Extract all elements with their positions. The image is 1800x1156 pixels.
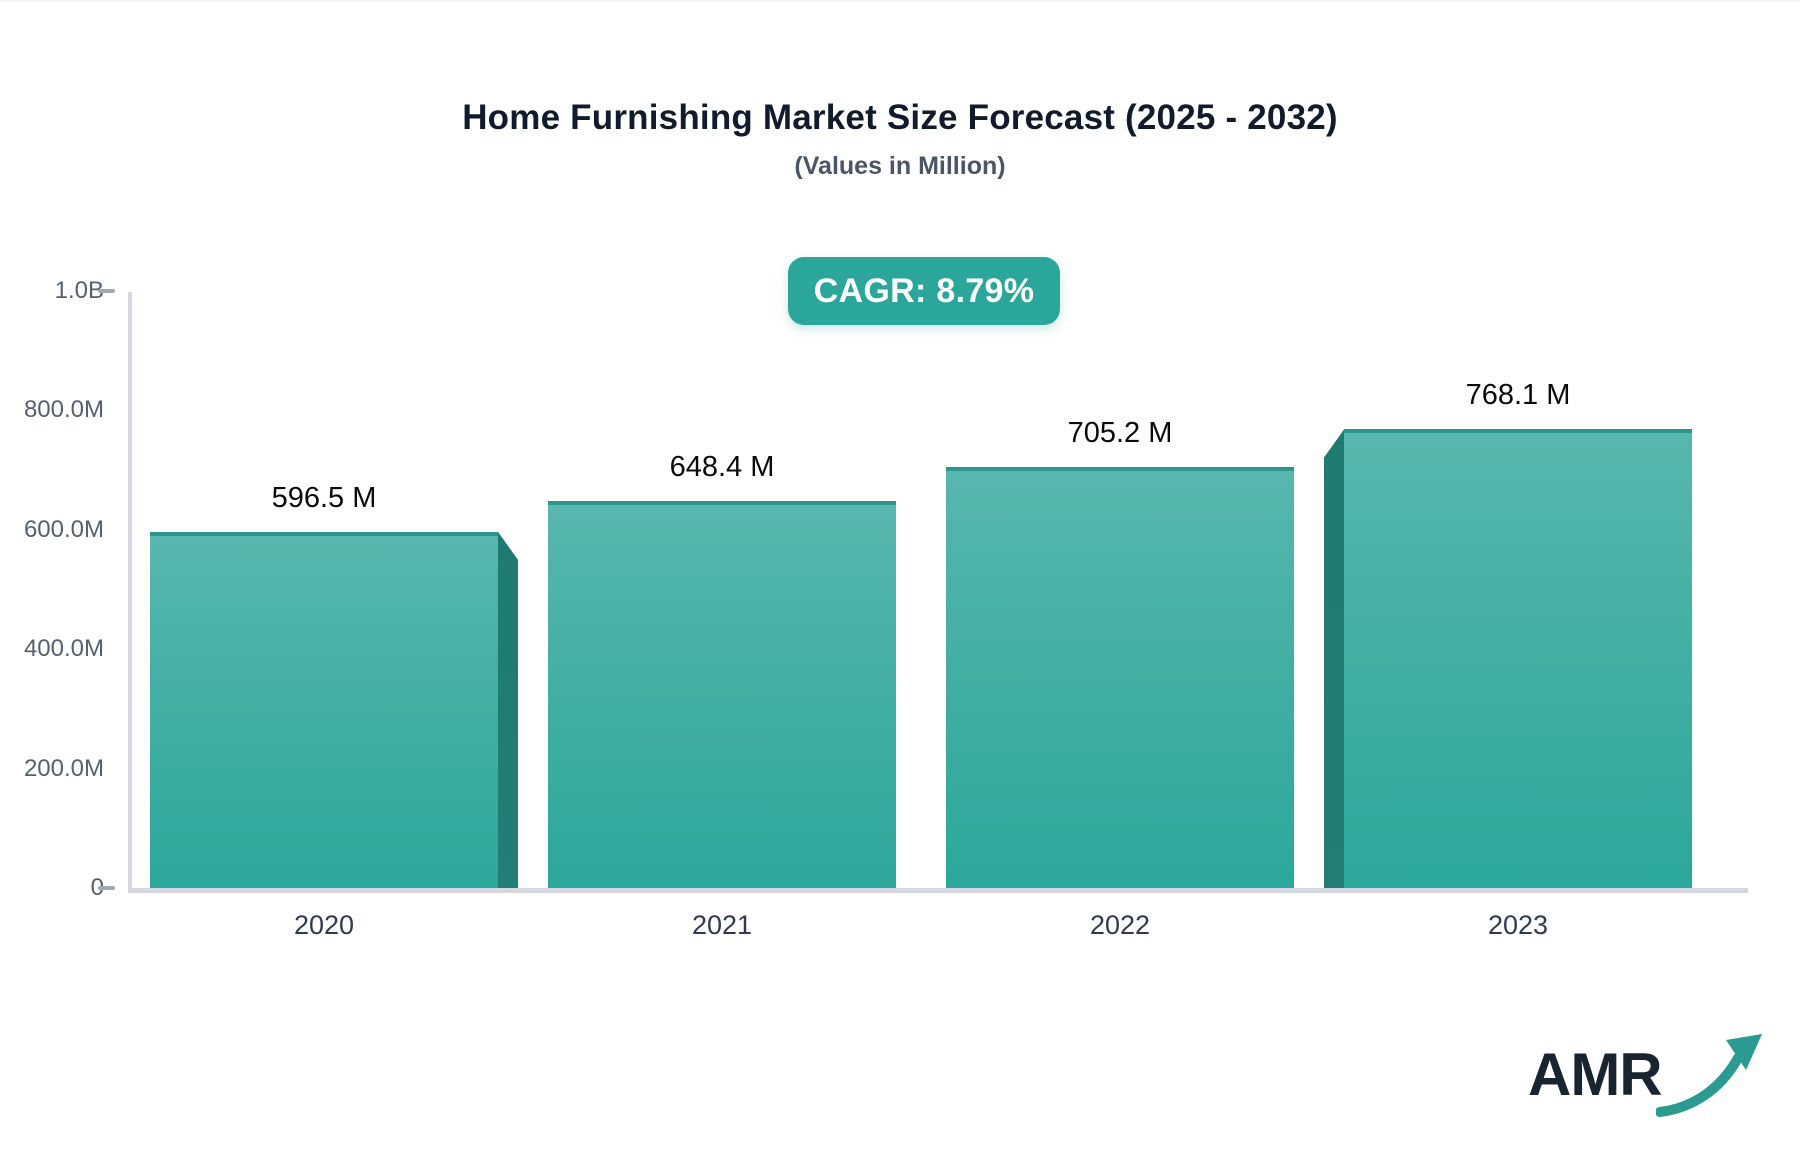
y-axis-line <box>128 292 132 888</box>
cagr-badge-label: CAGR: 8.79% <box>813 271 1035 310</box>
y-tick-label: 0 <box>90 874 104 901</box>
chart-title: Home Furnishing Market Size Forecast (20… <box>462 98 1338 137</box>
y-tick-label: 400.0M <box>23 635 104 663</box>
x-tick-label: 2020 <box>293 910 355 940</box>
bar-3d-side-2023 <box>1324 429 1344 888</box>
y-tick-dash <box>98 886 115 890</box>
x-tick-label: 2021 <box>691 910 753 940</box>
cagr-badge: CAGR: 8.79% <box>788 257 1060 325</box>
x-tick-label: 2023 <box>1487 910 1549 940</box>
x-tick-label: 2022 <box>1089 910 1151 940</box>
bar-2020 <box>150 531 498 888</box>
bar-value-label: 768.1 M <box>1465 379 1571 412</box>
y-tick-dash <box>98 289 115 293</box>
chart-subtitle: (Values in Million) <box>794 152 1006 180</box>
bar-value-label: 705.2 M <box>1067 416 1173 449</box>
growth-arrow-icon <box>1656 1034 1762 1117</box>
amr-logo: AMR <box>1528 1032 1762 1122</box>
bar-value-label: 596.5 M <box>271 481 377 514</box>
bar-3d-side-2020 <box>498 531 518 888</box>
bar-2021 <box>548 500 896 888</box>
amr-logo-text: AMR <box>1528 1041 1663 1108</box>
bar-value-label: 648.4 M <box>669 450 775 483</box>
y-tick-label: 200.0M <box>23 754 104 782</box>
bar-2023 <box>1344 429 1692 888</box>
y-tick-label: 800.0M <box>23 396 104 424</box>
y-tick-label: 1.0B <box>54 277 104 304</box>
bar-2022 <box>946 466 1294 888</box>
x-axis-line <box>128 888 1748 893</box>
y-tick-label: 600.0M <box>23 515 104 543</box>
